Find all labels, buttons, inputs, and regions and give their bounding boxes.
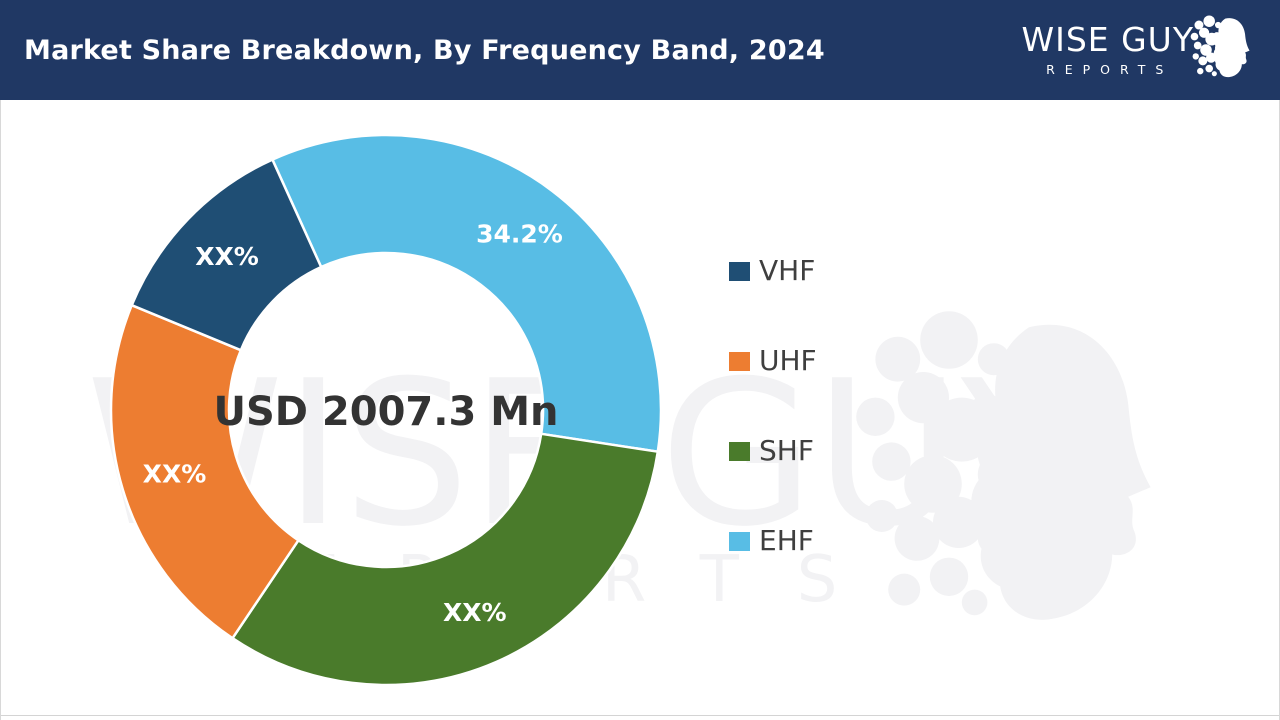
logo-subtitle: REPORTS (1046, 62, 1174, 77)
legend-swatch-shf (729, 441, 750, 461)
bottom-border-line (1, 715, 1279, 716)
logo-name: WISE GUY (1021, 20, 1194, 59)
donut-slice-uhf (109, 303, 300, 640)
wiseguy-face-icon (1190, 12, 1254, 88)
legend-item-ehf: EHF (729, 527, 817, 555)
donut-chart: 34.2% XX% XX% XX% USD 2007.3 Mn (109, 133, 663, 687)
slice-label-vhf: XX% (195, 242, 259, 271)
wiseguy-logo: WISE GUY REPORTS (1021, 12, 1254, 88)
legend-label-shf: SHF (759, 434, 814, 467)
slice-label-ehf: 34.2% (476, 219, 563, 248)
legend-item-shf: SHF (729, 437, 817, 465)
logo-text: WISE GUY REPORTS (1021, 23, 1194, 77)
legend-swatch-vhf (729, 261, 750, 281)
donut-slice-shf (231, 432, 660, 687)
slice-label-shf: XX% (443, 598, 507, 627)
legend-swatch-uhf (729, 351, 750, 371)
legend-swatch-ehf (729, 531, 750, 551)
donut-slice-ehf (271, 133, 663, 453)
page-title: Market Share Breakdown, By Frequency Ban… (24, 34, 825, 66)
legend-item-vhf: VHF (729, 257, 817, 285)
legend-label-vhf: VHF (759, 254, 816, 287)
legend-label-uhf: UHF (759, 344, 817, 377)
header-bar: Market Share Breakdown, By Frequency Ban… (0, 0, 1280, 100)
donut-slices: 34.2% XX% XX% XX% (109, 133, 663, 687)
donut-slice-vhf (130, 158, 323, 352)
donut-center-value: USD 2007.3 Mn (214, 389, 559, 435)
legend-item-uhf: UHF (729, 347, 817, 375)
legend-label-ehf: EHF (759, 524, 814, 557)
chart-area: WISE GUY REPORTS 34.2%XX%XX%XX% USD 2007… (0, 100, 1280, 720)
legend: VHF UHF SHF EHF (729, 257, 817, 555)
slice-label-uhf: XX% (143, 460, 207, 489)
